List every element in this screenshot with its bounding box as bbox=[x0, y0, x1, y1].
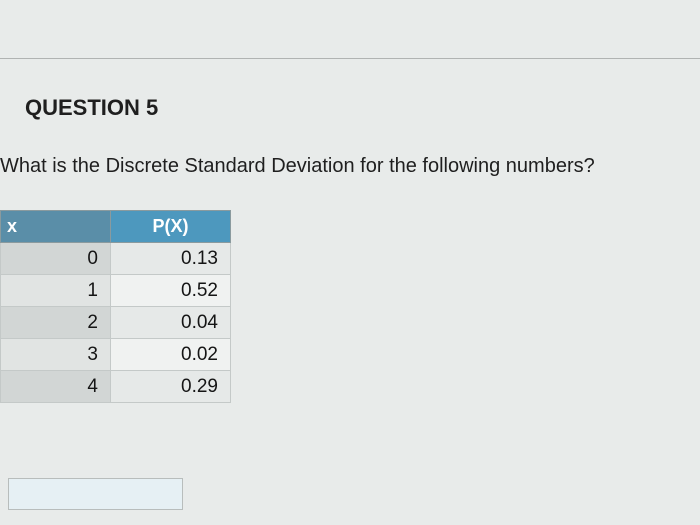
cell-x: 0 bbox=[1, 243, 111, 275]
question-text: What is the Discrete Standard Deviation … bbox=[0, 155, 595, 178]
table-row: 2 0.04 bbox=[1, 307, 231, 339]
probability-table: x P(X) 0 0.13 1 0.52 2 0.04 3 0.02 4 0.2… bbox=[0, 210, 231, 403]
divider-top bbox=[0, 58, 700, 59]
table-row: 3 0.02 bbox=[1, 339, 231, 371]
table-row: 0 0.13 bbox=[1, 243, 231, 275]
table-header-x: x bbox=[1, 211, 111, 243]
table-row: 1 0.52 bbox=[1, 275, 231, 307]
cell-px: 0.02 bbox=[111, 339, 231, 371]
answer-input[interactable] bbox=[8, 478, 183, 510]
question-title: QUESTION 5 bbox=[25, 95, 158, 121]
cell-x: 1 bbox=[1, 275, 111, 307]
cell-x: 3 bbox=[1, 339, 111, 371]
cell-px: 0.52 bbox=[111, 275, 231, 307]
cell-px: 0.29 bbox=[111, 371, 231, 403]
cell-px: 0.04 bbox=[111, 307, 231, 339]
cell-px: 0.13 bbox=[111, 243, 231, 275]
table-header-px: P(X) bbox=[111, 211, 231, 243]
cell-x: 2 bbox=[1, 307, 111, 339]
cell-x: 4 bbox=[1, 371, 111, 403]
table-row: 4 0.29 bbox=[1, 371, 231, 403]
